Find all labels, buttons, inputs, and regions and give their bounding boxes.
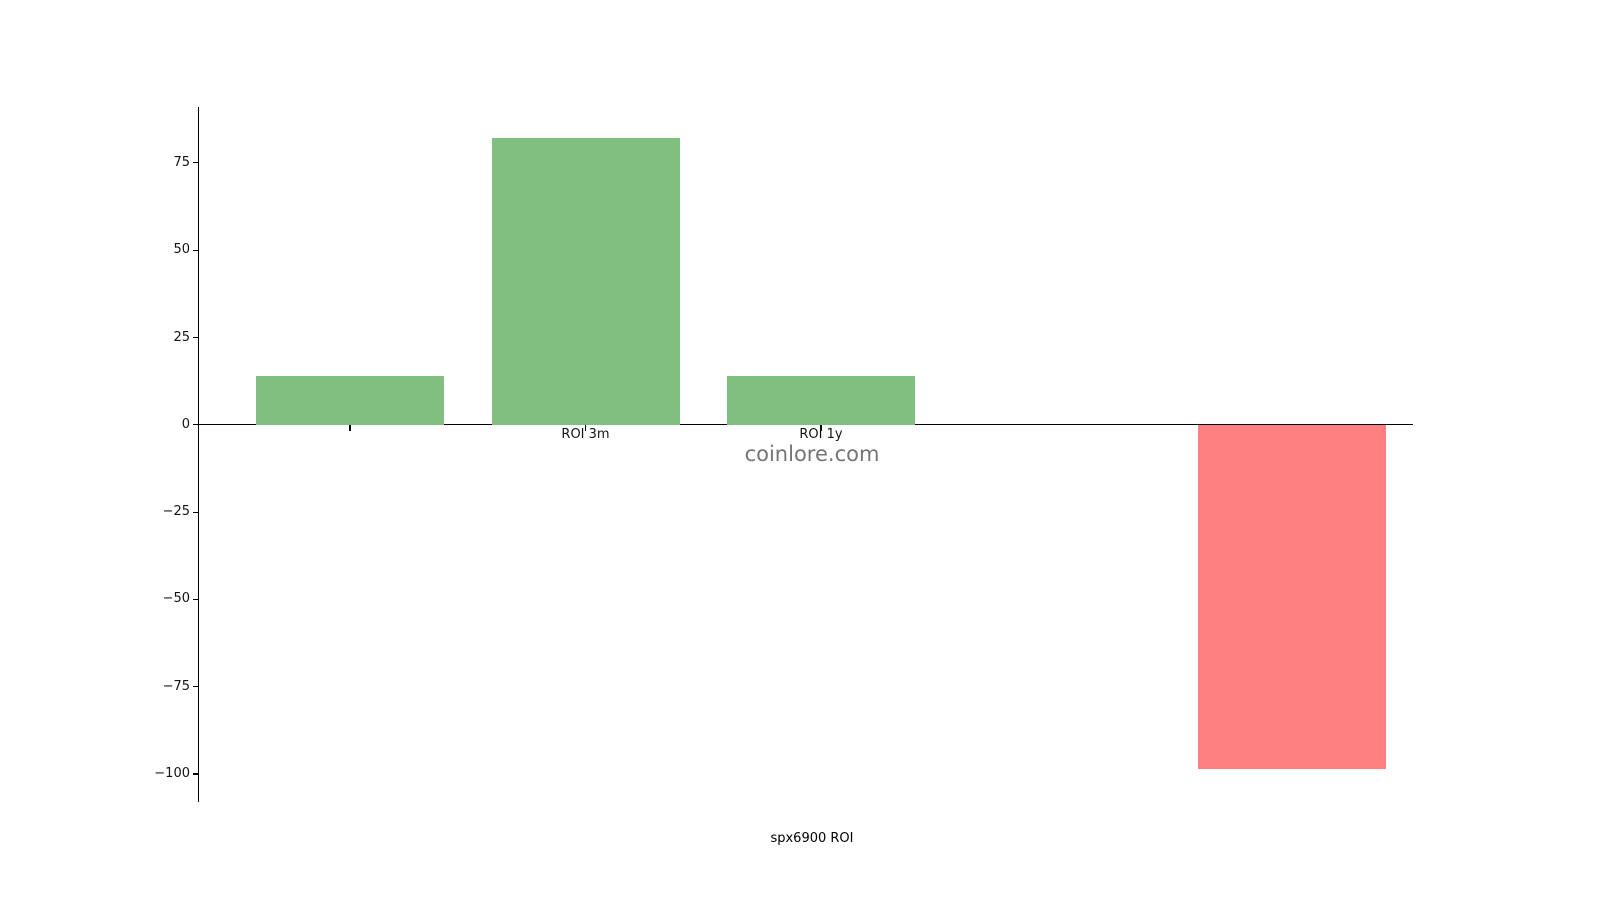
y-tick-label: 25 <box>173 329 190 345</box>
x-tick-label: ROI 3m <box>561 426 610 442</box>
y-tick-label: 0 <box>181 416 190 432</box>
bar-category-5 <box>1198 424 1386 769</box>
y-tick-mark <box>193 511 198 513</box>
x-tick-mark <box>584 424 587 431</box>
y-tick-label: −75 <box>162 678 190 694</box>
x-tick-label: ROI 1y <box>799 426 843 442</box>
y-tick-mark <box>193 336 198 339</box>
y-tick-label: 75 <box>173 154 190 170</box>
y-tick-label: −100 <box>154 766 190 782</box>
y-tick-mark <box>193 162 198 164</box>
x-tick-mark <box>820 424 822 431</box>
y-tick-label: 50 <box>173 242 190 258</box>
y-tick-mark <box>193 598 198 601</box>
watermark: coinlore.com <box>744 441 880 466</box>
y-axis-spine <box>198 107 200 802</box>
bar-roi-1y <box>727 375 915 425</box>
bar-category-1 <box>256 375 444 425</box>
chart-xlabel: spx6900 ROI <box>770 831 854 846</box>
y-tick-mark <box>193 249 198 251</box>
y-tick-mark <box>193 686 198 688</box>
y-tick-mark <box>193 773 198 775</box>
x-tick-mark <box>349 424 351 431</box>
bar-roi-3m <box>491 138 680 425</box>
y-tick-mark <box>193 424 198 426</box>
y-tick-label: −25 <box>162 504 190 520</box>
y-tick-label: −50 <box>162 591 190 607</box>
